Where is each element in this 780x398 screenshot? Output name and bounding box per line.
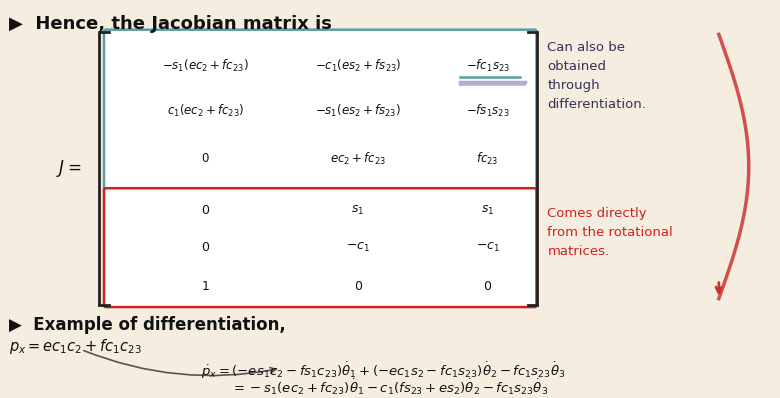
FancyBboxPatch shape <box>104 30 537 194</box>
Text: $p_x = ec_1c_2 + fc_1c_{23}$: $p_x = ec_1c_2 + fc_1c_{23}$ <box>9 337 143 356</box>
Text: through: through <box>548 79 600 92</box>
Text: Can also be: Can also be <box>548 41 626 54</box>
Text: $0$: $0$ <box>353 280 363 293</box>
Text: $-fs_1s_{23}$: $-fs_1s_{23}$ <box>466 103 509 119</box>
Text: ▶  Example of differentiation,: ▶ Example of differentiation, <box>9 316 286 334</box>
Text: $fc_{23}$: $fc_{23}$ <box>477 151 499 167</box>
Text: $-fc_1s_{23}$: $-fc_1s_{23}$ <box>466 57 509 74</box>
Text: $c_1(ec_2+fc_{23})$: $c_1(ec_2+fc_{23})$ <box>167 103 244 119</box>
Text: $1$: $1$ <box>201 280 210 293</box>
Text: $0$: $0$ <box>201 241 211 254</box>
Text: from the rotational: from the rotational <box>548 226 673 239</box>
Text: $-s_1(es_2+fs_{23})$: $-s_1(es_2+fs_{23})$ <box>315 103 401 119</box>
Text: matrices.: matrices. <box>548 245 609 258</box>
Text: $-c_1$: $-c_1$ <box>476 241 500 254</box>
Text: $0$: $0$ <box>201 152 210 166</box>
Text: ▶  Hence, the Jacobian matrix is: ▶ Hence, the Jacobian matrix is <box>9 15 332 33</box>
Text: $-c_1$: $-c_1$ <box>346 241 370 254</box>
Text: $\dot{p}_x = (-es_1c_2 - fs_1c_{23})\dot{\theta}_1 + (-ec_1s_2 - fc_1s_{23})\dot: $\dot{p}_x = (-es_1c_2 - fs_1c_{23})\dot… <box>200 360 565 380</box>
Text: $0$: $0$ <box>483 280 492 293</box>
Text: obtained: obtained <box>548 60 606 73</box>
Text: $0$: $0$ <box>201 204 211 217</box>
Text: J =: J = <box>59 159 83 178</box>
Text: $ec_2+fc_{23}$: $ec_2+fc_{23}$ <box>330 151 386 167</box>
FancyBboxPatch shape <box>104 188 537 307</box>
Text: $= -s_1(ec_2 + fc_{23})\dot{\theta}_1 - c_1(fs_{23} + es_2)\dot{\theta}_2 - fc_1: $= -s_1(ec_2 + fc_{23})\dot{\theta}_1 - … <box>231 377 548 397</box>
Text: $-c_1(es_2+fs_{23})$: $-c_1(es_2+fs_{23})$ <box>315 57 402 74</box>
Text: $-s_1(ec_2+fc_{23})$: $-s_1(ec_2+fc_{23})$ <box>162 57 249 74</box>
Text: $s_1$: $s_1$ <box>352 204 365 217</box>
Text: $s_1$: $s_1$ <box>481 204 495 217</box>
Text: Comes directly: Comes directly <box>548 207 647 220</box>
Text: differentiation.: differentiation. <box>548 98 647 111</box>
